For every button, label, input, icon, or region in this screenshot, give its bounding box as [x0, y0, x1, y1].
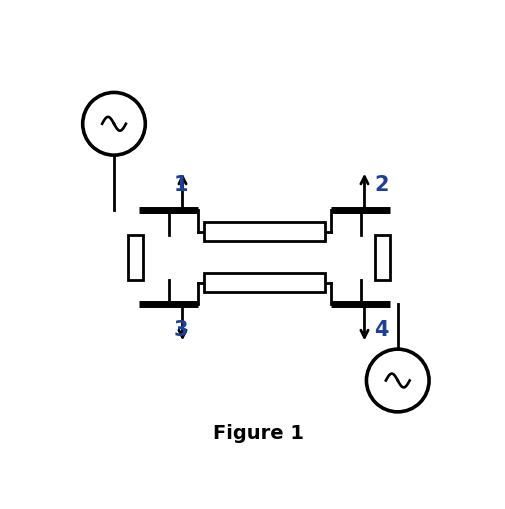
Circle shape	[367, 349, 429, 412]
Bar	[375, 235, 389, 279]
Text: 4: 4	[374, 320, 389, 340]
Text: 1: 1	[174, 175, 188, 194]
Bar	[128, 235, 143, 279]
Text: Figure 1: Figure 1	[213, 424, 305, 443]
Text: 2: 2	[374, 175, 389, 194]
Bar	[204, 222, 325, 241]
Text: 3: 3	[174, 320, 188, 340]
Circle shape	[83, 93, 145, 155]
Bar	[204, 273, 325, 292]
